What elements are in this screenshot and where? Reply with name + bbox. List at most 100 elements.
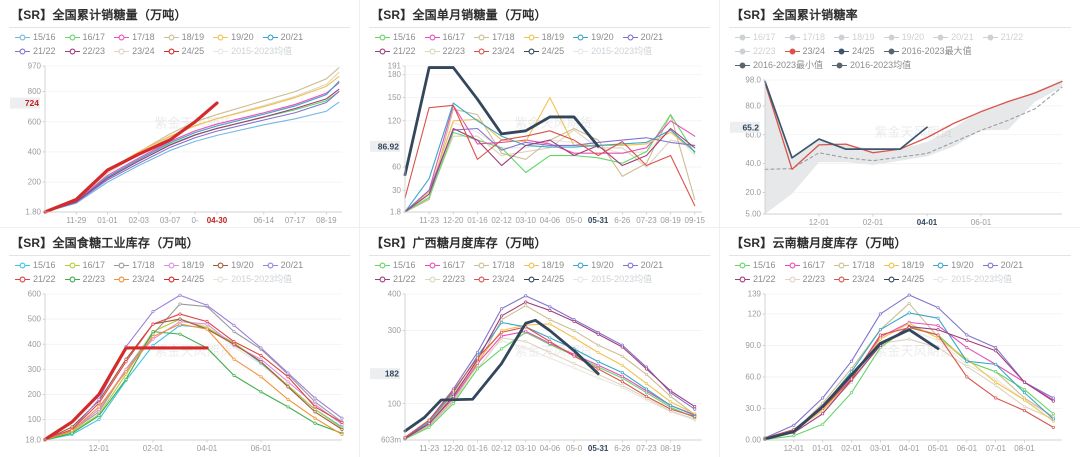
legend-item-20/21[interactable]: 20/21 [933, 31, 974, 44]
legend-item-22/23[interactable]: 22/23 [64, 273, 106, 286]
legend-item-2015-2023均值[interactable]: 2015-2023均值 [213, 45, 292, 58]
legend-marker-icon [375, 48, 390, 55]
panel-national-cumulative-sales-rate: 【SR】全国累计销糖率 16/17 17/18 18/19 19/20 20/21 21/… [720, 0, 1080, 228]
legend-item-19/20[interactable]: 19/20 [933, 259, 974, 272]
legend-item-23/24[interactable]: 23/24 [474, 45, 515, 58]
legend-label: 22/23 [802, 274, 826, 284]
legend-item-20/21[interactable]: 20/21 [622, 31, 663, 44]
legend-item-2016-2023最小值[interactable]: 2016-2023最小值 [735, 59, 823, 72]
legend-item-2015-2023均值[interactable]: 2015-2023均值 [213, 273, 292, 286]
legend-label: 22/23 [82, 274, 106, 284]
legend-item-17/18[interactable]: 17/18 [114, 31, 155, 44]
legend-item-19/20[interactable]: 19/20 [213, 259, 254, 272]
gridlines [405, 293, 702, 441]
legend-item-24/25[interactable]: 24/25 [163, 45, 204, 58]
legend-marker-icon [834, 34, 850, 41]
legend-marker-icon [523, 34, 539, 41]
svg-text:02-01: 02-01 [841, 444, 862, 453]
legend-item-16/17[interactable]: 16/17 [424, 259, 465, 272]
svg-text:05-0: 05-0 [566, 216, 583, 225]
svg-text:02-01: 02-01 [143, 444, 164, 453]
legend-item-17/18[interactable]: 17/18 [474, 259, 515, 272]
legend-item-19/20[interactable]: 19/20 [213, 31, 254, 44]
series-19/20 [404, 321, 696, 439]
legend-item-24/25[interactable]: 24/25 [883, 273, 924, 286]
legend-item-23/24[interactable]: 23/24 [114, 45, 155, 58]
legend-item-16/17[interactable]: 16/17 [784, 259, 825, 272]
legend-item-18/19[interactable]: 18/19 [163, 259, 205, 272]
legend-marker-icon [424, 48, 440, 55]
legend-item-15/16[interactable]: 15/16 [375, 259, 416, 272]
legend-item-19/20[interactable]: 19/20 [883, 31, 924, 44]
legend-item-2015-2023均值[interactable]: 2015-2023均值 [573, 45, 652, 58]
legend-marker-icon [573, 262, 589, 269]
legend-marker-icon [262, 34, 278, 41]
legend-item-15/16[interactable]: 15/16 [735, 259, 776, 272]
legend-item-18/19[interactable]: 18/19 [523, 259, 564, 272]
legend-item-23/24[interactable]: 23/24 [474, 273, 515, 286]
legend-item-24/25[interactable]: 24/25 [523, 273, 564, 286]
legend-marker-icon [474, 276, 490, 283]
legend-item-19/20[interactable]: 19/20 [573, 31, 614, 44]
legend-marker-icon [573, 48, 589, 55]
legend-item-2016-2023均值[interactable]: 2016-2023均值 [832, 59, 911, 72]
legend-item-22/23[interactable]: 22/23 [424, 45, 465, 58]
legend-item-21/22[interactable]: 21/22 [982, 31, 1023, 44]
legend-item-20/21[interactable]: 20/21 [982, 259, 1024, 272]
legend-item-23/24[interactable]: 23/24 [784, 45, 825, 58]
legend-item-22/23[interactable]: 22/23 [64, 45, 105, 58]
legend-item-2015-2023均值[interactable]: 2015-2023均值 [933, 273, 1012, 286]
legend-item-23/24[interactable]: 23/24 [834, 273, 875, 286]
legend-item-15/16[interactable]: 15/16 [375, 31, 416, 44]
legend-item-17/18[interactable]: 17/18 [474, 31, 515, 44]
legend-item-15/16[interactable]: 15/16 [15, 31, 56, 44]
legend-label: 20/21 [1000, 260, 1024, 270]
legend-item-17/18[interactable]: 17/18 [834, 259, 875, 272]
legend-item-23/24[interactable]: 23/24 [114, 273, 155, 286]
legend-item-2015-2023均值[interactable]: 2015-2023均值 [573, 273, 652, 286]
legend-item-18/19[interactable]: 18/19 [883, 259, 924, 272]
chart-plot: 紫金天风期货 139 120 90.0 60.0 30.0 0.00 12-01 01-01 02… [729, 288, 1071, 456]
svg-text:12-20: 12-20 [443, 444, 464, 453]
legend-item-22/23[interactable]: 22/23 [784, 273, 826, 286]
legend-label: 23/24 [132, 46, 155, 56]
legend-item-16/17[interactable]: 16/17 [64, 259, 105, 272]
legend-item-18/19[interactable]: 18/19 [834, 31, 875, 44]
legend-item-20/21[interactable]: 20/21 [262, 31, 303, 44]
legend-item-16/17[interactable]: 16/17 [64, 31, 105, 44]
legend-item-21/22[interactable]: 21/22 [15, 45, 56, 58]
legend-item-16/17[interactable]: 16/17 [424, 31, 465, 44]
legend-item-18/19[interactable]: 18/19 [163, 31, 204, 44]
legend-item-21/22[interactable]: 21/22 [735, 273, 776, 286]
legend-item-16/17[interactable]: 16/17 [735, 31, 776, 44]
chart-title: 【SR】全国单月销糖量（万吨） [369, 5, 710, 28]
series-17/18 [44, 303, 343, 441]
legend-item-2016-2023最大值[interactable]: 2016-2023最大值 [883, 45, 972, 58]
legend-item-22/23[interactable]: 22/23 [735, 45, 776, 58]
svg-text:65.2: 65.2 [742, 122, 759, 132]
legend-item-18/19[interactable]: 18/19 [523, 31, 564, 44]
legend-item-21/22[interactable]: 21/22 [375, 45, 416, 58]
legend-item-17/18[interactable]: 17/18 [784, 31, 826, 44]
legend-label: 24/25 [541, 46, 565, 56]
legend-item-24/25[interactable]: 24/25 [163, 273, 204, 286]
legend-item-20/21[interactable]: 20/21 [622, 259, 663, 272]
legend-item-24/25[interactable]: 24/25 [523, 45, 565, 58]
legend-item-19/20[interactable]: 19/20 [573, 259, 614, 272]
legend-item-20/21[interactable]: 20/21 [262, 259, 303, 272]
series-23/24 [404, 104, 696, 207]
legend-item-21/22[interactable]: 21/22 [375, 273, 416, 286]
legend-item-24/25[interactable]: 24/25 [834, 45, 875, 58]
legend-item-21/22[interactable]: 21/22 [15, 273, 56, 286]
legend-item-22/23[interactable]: 22/23 [424, 273, 465, 286]
legend-marker-icon [622, 262, 638, 269]
y-axis-labels: 139 120 90.0 60.0 30.0 0.00 [745, 290, 765, 445]
legend-item-15/16[interactable]: 15/16 [15, 259, 56, 272]
legend-label: 2016-2023最小值 [753, 60, 824, 70]
legend-item-17/18[interactable]: 17/18 [114, 259, 155, 272]
legend-label: 23/24 [852, 274, 875, 284]
legend-label: 17/18 [802, 32, 826, 42]
legend-label: 18/19 [181, 260, 205, 270]
